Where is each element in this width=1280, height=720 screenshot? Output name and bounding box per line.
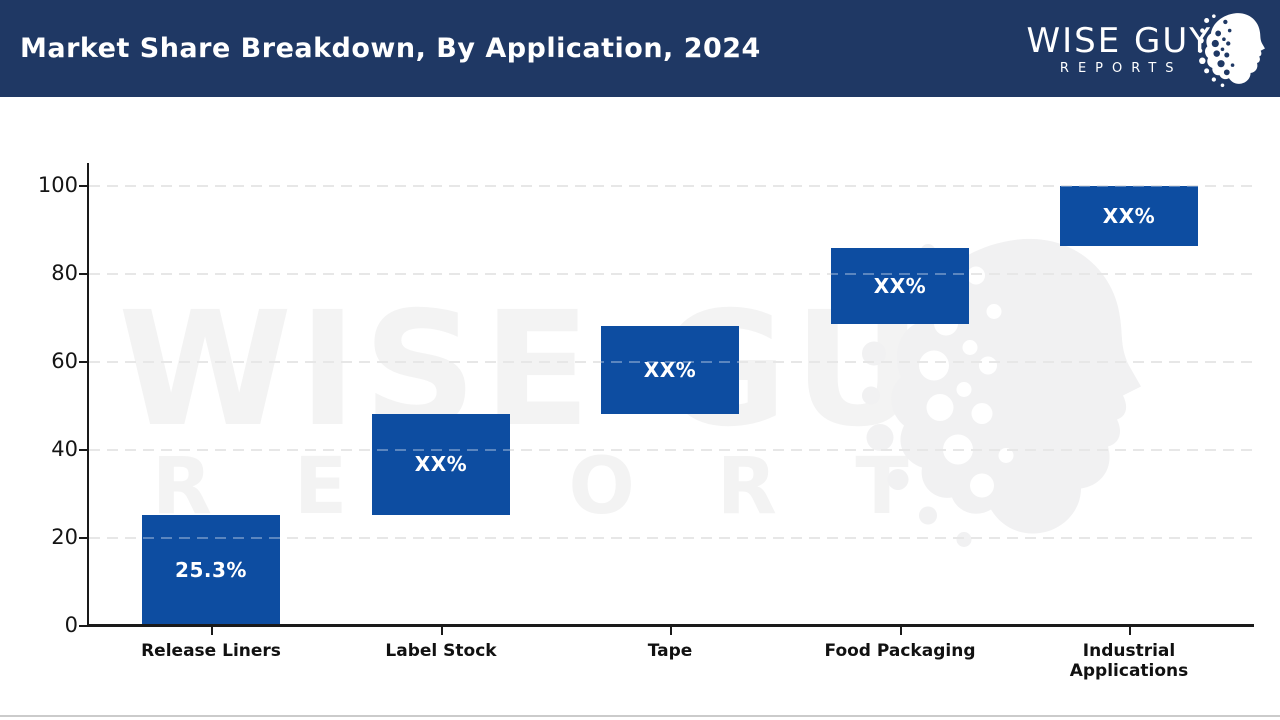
gridline-overlay bbox=[89, 537, 1253, 539]
logo-wordmark: WISE GUY bbox=[1026, 21, 1212, 61]
bar-value-label: XX% bbox=[873, 273, 927, 298]
x-tick-mark bbox=[441, 627, 443, 635]
bottom-divider bbox=[0, 715, 1280, 717]
bar-value-label: XX% bbox=[414, 452, 468, 477]
gridline-overlay bbox=[89, 185, 1253, 187]
logo: WISE GUY REPORTS bbox=[1026, 4, 1270, 96]
x-tick-mark bbox=[211, 627, 213, 635]
bar-release-liners: 25.3% bbox=[142, 514, 280, 626]
x-category-label: Release Liners bbox=[141, 641, 281, 661]
page-title: Market Share Breakdown, By Application, … bbox=[20, 33, 761, 64]
x-tick-mark bbox=[900, 627, 902, 635]
y-tick-label: 80 bbox=[51, 261, 78, 285]
y-tick-label: 40 bbox=[51, 437, 78, 461]
y-tick-mark bbox=[79, 537, 87, 539]
x-axis-line bbox=[87, 624, 1254, 627]
gridline-overlay bbox=[89, 449, 1253, 451]
bar-value-label: 25.3% bbox=[175, 558, 247, 583]
x-category-label: Label Stock bbox=[385, 641, 497, 661]
gridline bbox=[89, 537, 1253, 539]
y-tick-label: 100 bbox=[37, 173, 78, 197]
gridline-overlay bbox=[89, 273, 1253, 275]
y-tick-mark bbox=[79, 361, 87, 363]
y-tick-label: 20 bbox=[51, 525, 78, 549]
x-tick-mark bbox=[670, 627, 672, 635]
bar-tape: XX% bbox=[601, 325, 739, 414]
y-tick-label: 0 bbox=[64, 613, 78, 637]
y-tick-mark bbox=[79, 449, 87, 451]
x-category-label: Tape bbox=[647, 641, 693, 661]
y-tick-mark bbox=[79, 273, 87, 275]
header-bar: Market Share Breakdown, By Application, … bbox=[0, 0, 1280, 97]
y-tick-mark bbox=[79, 185, 87, 187]
y-tick-label: 60 bbox=[51, 349, 78, 373]
y-tick-mark bbox=[79, 625, 87, 627]
logo-text: WISE GUY REPORTS bbox=[1026, 24, 1212, 76]
y-axis-line bbox=[87, 163, 89, 627]
bar-label-stock: XX% bbox=[372, 413, 510, 515]
x-category-label: Food Packaging bbox=[824, 641, 976, 661]
gridline-overlay bbox=[89, 361, 1253, 363]
x-tick-mark bbox=[1129, 627, 1131, 635]
gridline bbox=[89, 185, 1253, 187]
gridline bbox=[89, 273, 1253, 275]
logo-subtitle: REPORTS bbox=[1059, 61, 1183, 76]
bar-industrial-applications: XX% bbox=[1060, 186, 1198, 246]
bar-value-label: XX% bbox=[643, 357, 697, 382]
bar-value-label: XX% bbox=[1102, 203, 1156, 228]
gridline bbox=[89, 449, 1253, 451]
x-category-label: Industrial Applications bbox=[1069, 641, 1189, 681]
bar-food-packaging: XX% bbox=[831, 247, 969, 325]
